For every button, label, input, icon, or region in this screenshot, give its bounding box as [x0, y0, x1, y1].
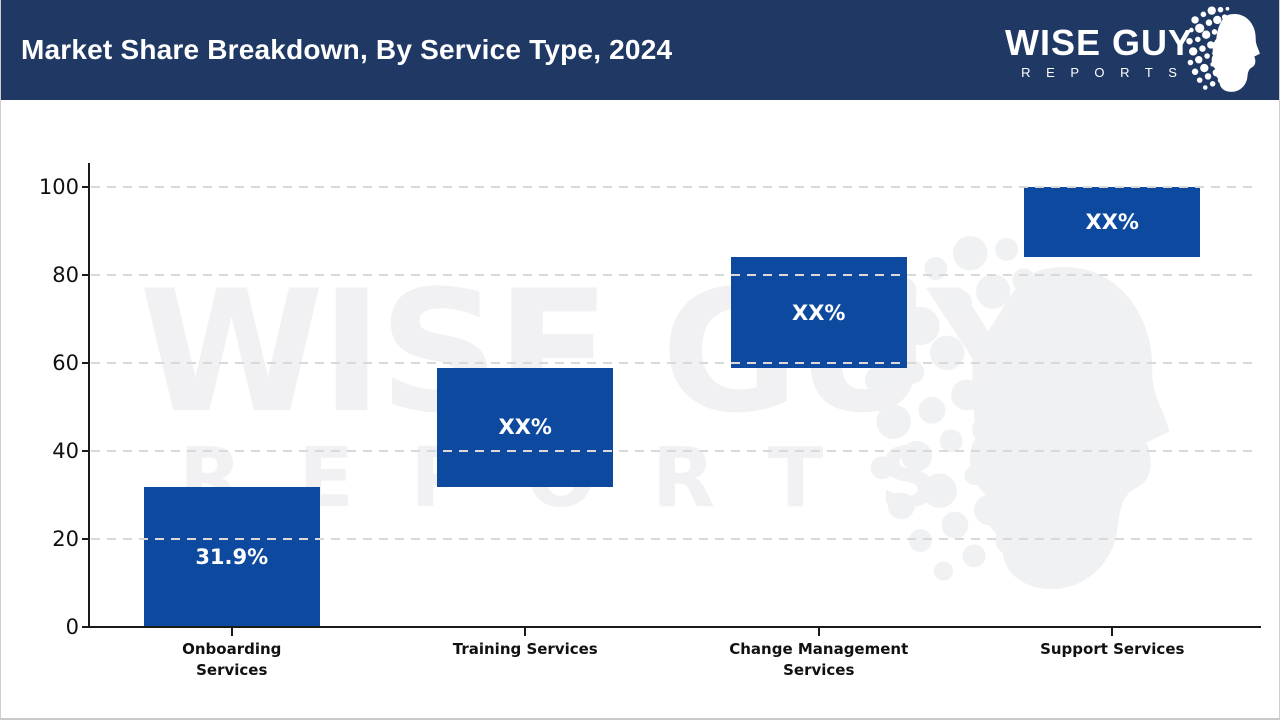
y-tick-mark [82, 186, 90, 188]
bar-segment [1024, 187, 1201, 257]
x-category-label: Support Services [1040, 640, 1185, 658]
page-title: Market Share Breakdown, By Service Type,… [21, 34, 673, 65]
y-tick-label: 100 [38, 175, 79, 199]
gridline [91, 186, 1259, 188]
brand-head-icon [1186, 6, 1260, 92]
brand-logo-text: WISE GUY R E P O R T S [1004, 22, 1193, 80]
watermark-head-icon [864, 235, 1170, 590]
x-category-label: Training Services [452, 640, 598, 658]
y-tick-label: 20 [52, 527, 79, 551]
brand-subtitle: R E P O R T S [1021, 65, 1183, 80]
y-tick-mark [82, 274, 90, 276]
gridline [91, 274, 1259, 276]
x-axis-line [88, 626, 1261, 628]
x-tick-mark [524, 628, 527, 636]
bar-value-label: XX% [792, 300, 846, 325]
header-bar: Market Share Breakdown, By Service Type,… [1, 0, 1279, 100]
y-tick-mark [82, 538, 90, 540]
bar-segment [143, 486, 320, 627]
brand-name: WISE GUY [1004, 22, 1193, 63]
x-category-label: Onboarding Services [182, 640, 282, 679]
bar-value-label: XX% [1085, 209, 1139, 234]
bar-value-label: 31.9% [195, 544, 269, 569]
bar-segment [437, 368, 614, 487]
gridline [91, 450, 1259, 452]
x-tick-mark [1111, 628, 1114, 636]
x-tick-mark [230, 628, 233, 636]
y-tick-mark [82, 450, 90, 452]
x-tick-mark [817, 628, 820, 636]
y-tick-label: 60 [52, 351, 79, 375]
y-tick-label: 80 [52, 263, 79, 287]
y-tick-label: 40 [52, 439, 79, 463]
brand-logo: WISE GUY R E P O R T S [1005, 6, 1267, 94]
y-axis-line [88, 163, 90, 628]
y-tick-label: 0 [65, 615, 79, 639]
y-tick-mark [82, 362, 90, 364]
gridline [91, 362, 1259, 364]
y-tick-mark [82, 626, 90, 628]
gridline [91, 538, 1259, 540]
bar-value-label: XX% [498, 415, 552, 440]
x-category-label: Change Management Services [729, 640, 909, 679]
